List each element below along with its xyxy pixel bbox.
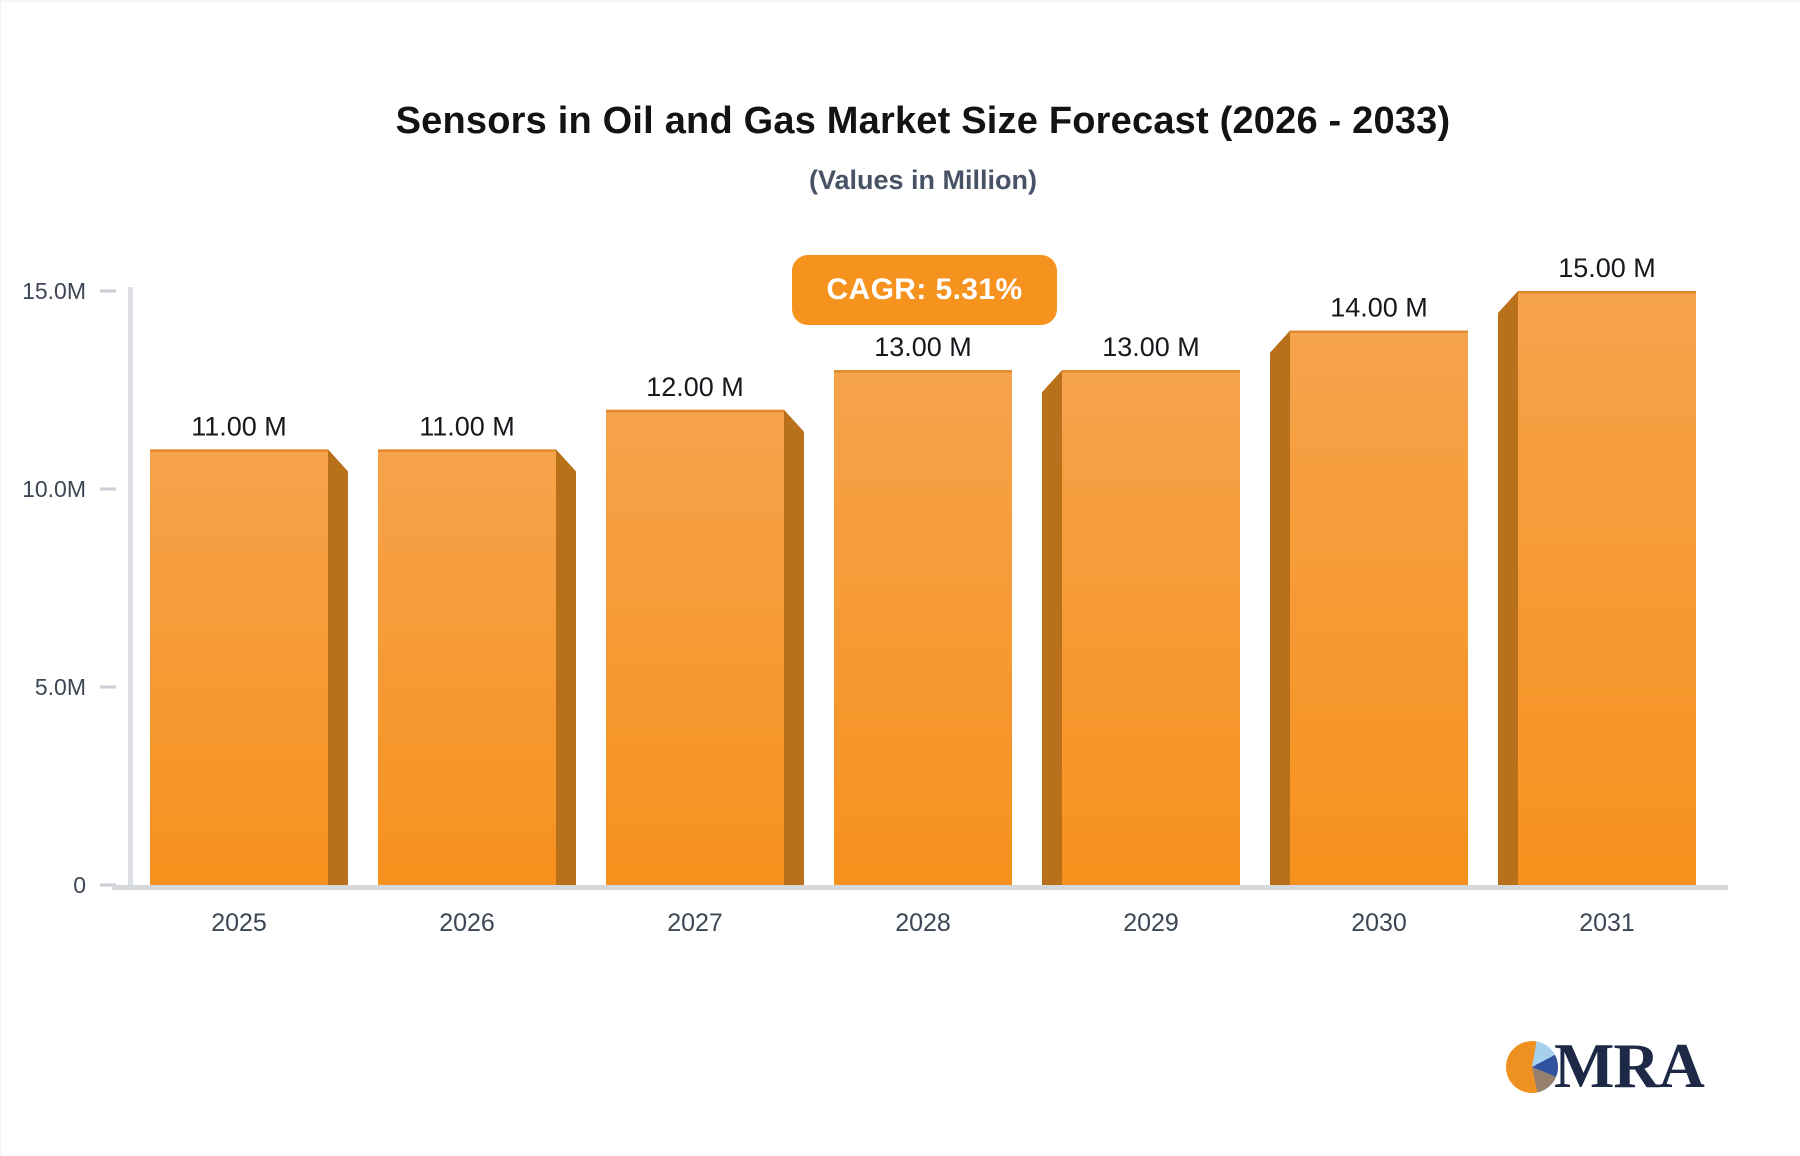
bar-value-label-2026: 11.00 M [419,411,515,441]
bar-2025[interactable] [150,449,328,885]
y-axis-tick-label: 5.0M [35,674,86,700]
bar-2028[interactable] [834,370,1012,885]
left-border [0,0,1,1156]
bar-side-2027 [784,409,804,885]
chart-title: Sensors in Oil and Gas Market Size Forec… [395,100,1451,142]
bar-value-label-2030: 14.00 M [1330,293,1428,323]
brand-logo-text: MRA [1554,1030,1705,1101]
bar-2031[interactable] [1518,291,1696,885]
bar-2027[interactable] [606,409,784,885]
y-axis-tick-label: 10.0M [22,476,86,502]
bar-value-label-2025: 11.00 M [191,411,287,441]
bar-value-label-2031: 15.00 M [1558,253,1656,283]
x-axis-label-2026: 2026 [439,909,495,937]
pie-chart-logo-icon [1506,1041,1558,1093]
y-axis-tick-label: 0 [73,872,86,898]
bar-value-label-2027: 12.00 M [646,372,744,402]
bar-side-2025 [328,449,348,885]
bar-2029[interactable] [1062,370,1240,885]
bar-side-2030 [1270,330,1290,886]
bar-side-2029 [1042,370,1062,885]
bar-2030[interactable] [1290,330,1468,886]
bar-side-2031 [1498,291,1518,885]
bar-value-label-2029: 13.00 M [1102,332,1200,362]
bar-side-2026 [556,449,576,885]
x-axis-label-2028: 2028 [895,909,951,937]
cagr-badge: CAGR: 5.31% [792,255,1057,325]
brand-logo: MRA [1506,1034,1766,1104]
x-axis-label-2029: 2029 [1123,909,1179,937]
x-axis-label-2030: 2030 [1351,909,1407,937]
y-axis-tick-label: 15.0M [22,278,86,304]
bar-value-label-2028: 13.00 M [874,332,972,362]
chart-subtitle: (Values in Million) [808,165,1038,195]
top-border [0,0,1800,2]
x-axis-label-2031: 2031 [1579,909,1635,937]
x-axis-label-2025: 2025 [211,909,267,937]
bar-2026[interactable] [378,449,556,885]
x-axis-label-2027: 2027 [667,909,723,937]
cagr-badge-label: CAGR: 5.31% [826,273,1023,306]
